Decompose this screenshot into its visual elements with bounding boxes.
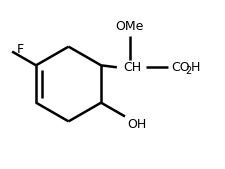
Text: OMe: OMe <box>115 20 144 33</box>
Text: OH: OH <box>127 118 146 131</box>
Text: 2: 2 <box>185 66 191 76</box>
Text: F: F <box>17 43 24 56</box>
Text: H: H <box>191 61 200 74</box>
Text: CO: CO <box>171 61 190 74</box>
Text: CH: CH <box>124 61 142 74</box>
